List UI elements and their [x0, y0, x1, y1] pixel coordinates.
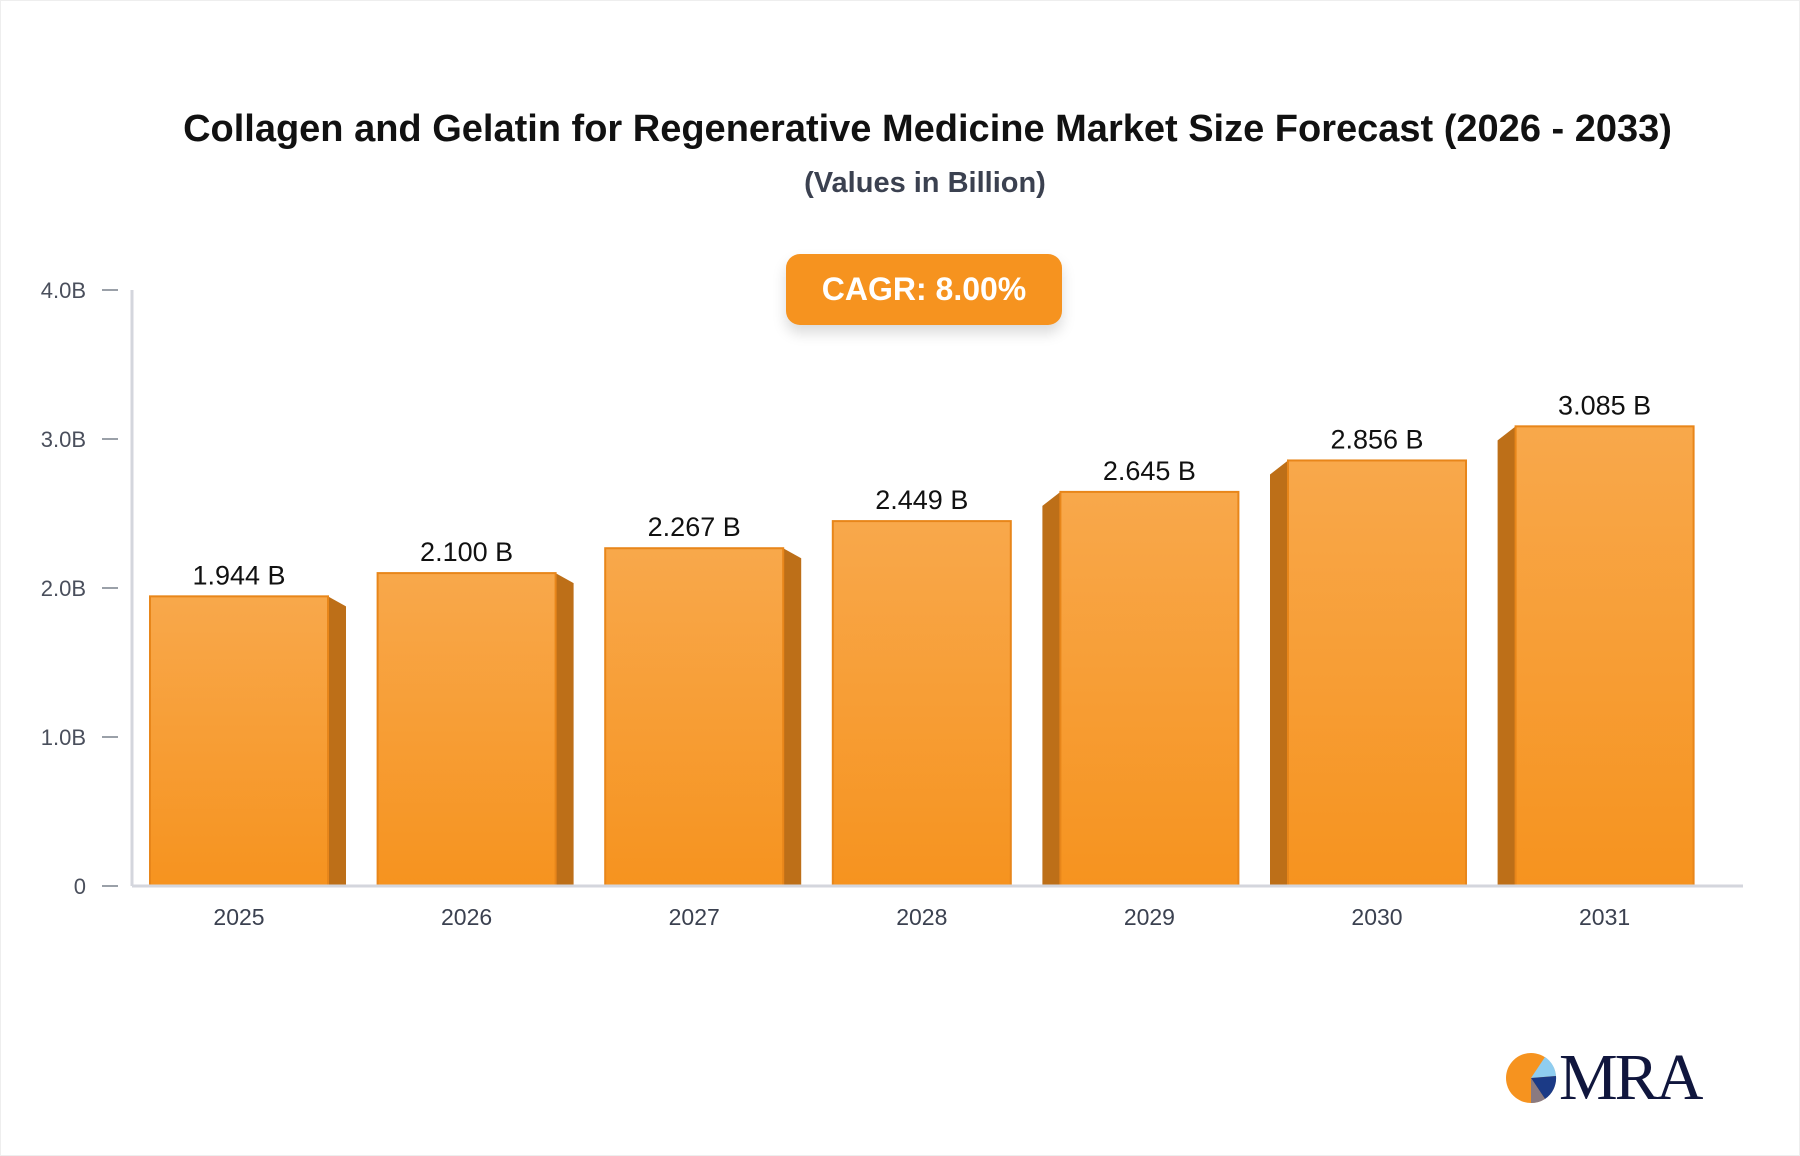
y-tick-label: 2.0B	[41, 576, 86, 601]
bar	[149, 595, 329, 887]
pie-logo-icon	[1506, 1053, 1557, 1104]
bar	[1287, 459, 1467, 887]
y-tick-label: 4.0B	[41, 278, 86, 303]
logo-text: MRA	[1559, 1041, 1703, 1114]
data-label: 1.944 B	[192, 560, 285, 590]
x-tick-label: 2029	[1124, 904, 1175, 930]
data-label: 2.267 B	[648, 512, 741, 542]
bar-side	[1497, 426, 1516, 886]
chart-title: Collagen and Gelatin for Regenerative Me…	[183, 108, 1672, 150]
bar-side	[1270, 460, 1288, 886]
data-label: 2.449 B	[875, 485, 968, 515]
data-label: 3.085 B	[1558, 390, 1651, 420]
x-tick-label: 2026	[441, 904, 492, 930]
bar-side	[328, 596, 346, 886]
data-label: 2.645 B	[1103, 456, 1196, 486]
bar	[1059, 490, 1240, 887]
mra-logo: MRA	[1505, 1040, 1703, 1116]
bar	[604, 547, 785, 887]
y-tick-label: 3.0B	[41, 427, 86, 452]
y-tick-label: 1.0B	[41, 725, 86, 750]
bar-side	[1042, 491, 1061, 886]
x-tick-label: 2030	[1351, 904, 1402, 930]
x-tick-label: 2025	[213, 904, 264, 930]
bar-side	[555, 573, 574, 886]
bar	[1514, 425, 1695, 887]
x-tick-label: 2031	[1579, 904, 1630, 930]
data-label: 2.100 B	[420, 537, 513, 567]
bar	[376, 572, 557, 887]
chart-subtitle: (Values in Billion)	[804, 167, 1046, 199]
y-tick-label: 0	[74, 874, 86, 899]
bar	[831, 520, 1012, 887]
data-label: 2.856 B	[1330, 424, 1423, 454]
bar-side	[783, 548, 802, 886]
x-tick-label: 2028	[896, 904, 947, 930]
x-tick-label: 2027	[669, 904, 720, 930]
cagr-badge: CAGR: 8.00%	[786, 254, 1062, 325]
